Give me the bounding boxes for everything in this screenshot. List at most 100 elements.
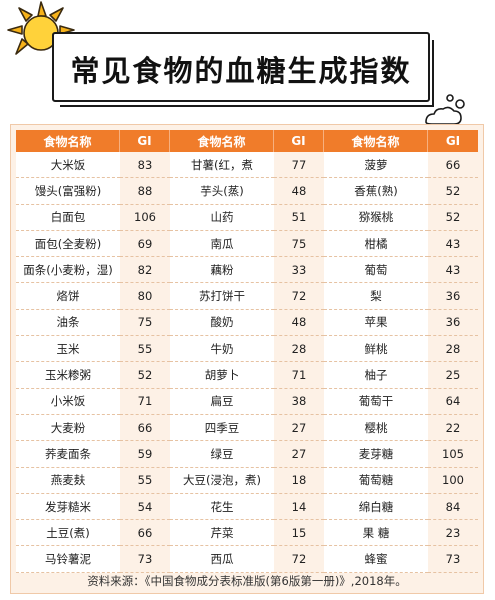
header-gi: GI — [274, 130, 324, 152]
gi-value-cell: 88 — [120, 178, 170, 205]
table-row: 面条(小麦粉，湿) 82 藕粉 33 葡萄 43 — [16, 257, 478, 284]
food-name-cell: 酸奶 — [170, 309, 274, 337]
table-row: 马铃薯泥 73 西瓜 72 蜂蜜 73 — [16, 546, 478, 573]
gi-value-cell: 54 — [120, 493, 170, 521]
food-name-cell: 香蕉(熟) — [324, 178, 428, 205]
gi-value-cell: 51 — [274, 204, 324, 231]
table-row: 土豆(煮) 66 芹菜 15 果 糖 23 — [16, 520, 478, 547]
food-name-cell: 小米饭 — [16, 388, 120, 415]
table-row: 烙饼 80 苏打饼干 72 梨 36 — [16, 283, 478, 310]
food-name-cell: 燕麦麸 — [16, 467, 120, 494]
food-name-cell: 油条 — [16, 309, 120, 337]
food-name-cell: 鲜桃 — [324, 336, 428, 363]
title-shadow-bottom — [60, 105, 434, 107]
gi-value-cell: 15 — [274, 520, 324, 547]
food-name-cell: 柑橘 — [324, 230, 428, 258]
gi-value-cell: 43 — [428, 230, 478, 258]
table-row: 小米饭 71 扁豆 38 葡萄干 64 — [16, 388, 478, 415]
gi-value-cell: 77 — [274, 152, 324, 179]
gi-value-cell: 66 — [428, 152, 478, 179]
gi-value-cell: 18 — [274, 467, 324, 494]
gi-value-cell: 66 — [120, 414, 170, 442]
gi-value-cell: 14 — [274, 493, 324, 521]
gi-value-cell: 43 — [428, 257, 478, 284]
table-header-row: 食物名称 GI 食物名称 GI 食物名称 GI — [16, 130, 478, 152]
food-name-cell: 葡萄干 — [324, 388, 428, 415]
gi-value-cell: 55 — [120, 336, 170, 363]
gi-value-cell: 38 — [274, 388, 324, 415]
gi-value-cell: 52 — [428, 178, 478, 205]
gi-value-cell: 80 — [120, 283, 170, 310]
gi-value-cell: 22 — [428, 414, 478, 442]
food-name-cell: 荞麦面条 — [16, 441, 120, 468]
gi-value-cell: 28 — [428, 336, 478, 363]
food-name-cell: 果 糖 — [324, 520, 428, 547]
food-name-cell: 蜂蜜 — [324, 546, 428, 573]
food-name-cell: 西瓜 — [170, 546, 274, 573]
food-name-cell: 芹菜 — [170, 520, 274, 547]
gi-value-cell: 66 — [120, 520, 170, 547]
food-name-cell: 花生 — [170, 493, 274, 521]
food-name-cell: 苹果 — [324, 309, 428, 337]
table-row: 大麦粉 66 四季豆 27 樱桃 22 — [16, 414, 478, 442]
gi-value-cell: 27 — [274, 441, 324, 468]
table-row: 大米饭 83 甘薯(红，煮 77 菠萝 66 — [16, 152, 478, 179]
header-gi: GI — [120, 130, 170, 152]
food-name-cell: 绿豆 — [170, 441, 274, 468]
gi-value-cell: 75 — [274, 230, 324, 258]
food-name-cell: 面包(全麦粉) — [16, 230, 120, 258]
header-food-name: 食物名称 — [324, 130, 428, 152]
gi-value-cell: 64 — [428, 388, 478, 415]
food-name-cell: 烙饼 — [16, 283, 120, 310]
food-name-cell: 葡萄 — [324, 257, 428, 284]
gi-value-cell: 73 — [428, 546, 478, 573]
gi-value-cell: 48 — [274, 178, 324, 205]
gi-value-cell: 106 — [120, 204, 170, 231]
header-gi: GI — [428, 130, 478, 152]
gi-value-cell: 33 — [274, 257, 324, 284]
food-name-cell: 白面包 — [16, 204, 120, 231]
gi-value-cell: 71 — [120, 388, 170, 415]
food-name-cell: 芋头(蒸) — [170, 178, 274, 205]
food-name-cell: 大米饭 — [16, 152, 120, 179]
food-name-cell: 菠萝 — [324, 152, 428, 179]
source-note: 资料来源：《中国食物成分表标准版(第6版第一册)》,2018年。 — [87, 574, 407, 588]
table-row: 馒头(富强粉) 88 芋头(蒸) 48 香蕉(熟) 52 — [16, 178, 478, 205]
food-name-cell: 绵白糖 — [324, 493, 428, 521]
gi-value-cell: 28 — [274, 336, 324, 363]
gi-value-cell: 23 — [428, 520, 478, 547]
gi-value-cell: 100 — [428, 467, 478, 494]
food-name-cell: 樱桃 — [324, 414, 428, 442]
title-shadow-right — [432, 40, 434, 107]
gi-table: 食物名称 GI 食物名称 GI 食物名称 GI 大米饭 83 甘薯(红，煮 77 菠萝 6… — [16, 130, 478, 573]
food-name-cell: 藕粉 — [170, 257, 274, 284]
table-row: 燕麦麸 55 大豆(浸泡，煮) 18 葡萄糖 100 — [16, 467, 478, 494]
food-name-cell: 山药 — [170, 204, 274, 231]
food-name-cell: 马铃薯泥 — [16, 546, 120, 573]
table-row: 玉米糁粥 52 胡萝卜 71 柚子 25 — [16, 362, 478, 389]
gi-value-cell: 59 — [120, 441, 170, 468]
food-name-cell: 面条(小麦粉，湿) — [16, 257, 120, 284]
gi-value-cell: 83 — [120, 152, 170, 179]
gi-value-cell: 72 — [274, 546, 324, 573]
gi-value-cell: 82 — [120, 257, 170, 284]
table-row: 发芽糙米 54 花生 14 绵白糖 84 — [16, 493, 478, 521]
food-name-cell: 发芽糙米 — [16, 493, 120, 521]
table-row: 荞麦面条 59 绿豆 27 麦芽糖 105 — [16, 441, 478, 468]
gi-value-cell: 71 — [274, 362, 324, 389]
gi-value-cell: 84 — [428, 493, 478, 521]
gi-value-cell: 52 — [120, 362, 170, 389]
gi-value-cell: 75 — [120, 309, 170, 337]
table-row: 玉米 55 牛奶 28 鲜桃 28 — [16, 336, 478, 363]
header-food-name: 食物名称 — [16, 130, 120, 152]
food-name-cell: 猕猴桃 — [324, 204, 428, 231]
food-name-cell: 扁豆 — [170, 388, 274, 415]
food-name-cell: 葡萄糖 — [324, 467, 428, 494]
gi-value-cell: 48 — [274, 309, 324, 337]
header-food-name: 食物名称 — [170, 130, 274, 152]
food-name-cell: 南瓜 — [170, 230, 274, 258]
page-title: 常见食物的血糖生成指数 — [70, 54, 412, 88]
food-name-cell: 玉米 — [16, 336, 120, 363]
gi-value-cell: 27 — [274, 414, 324, 442]
food-name-cell: 苏打饼干 — [170, 283, 274, 310]
